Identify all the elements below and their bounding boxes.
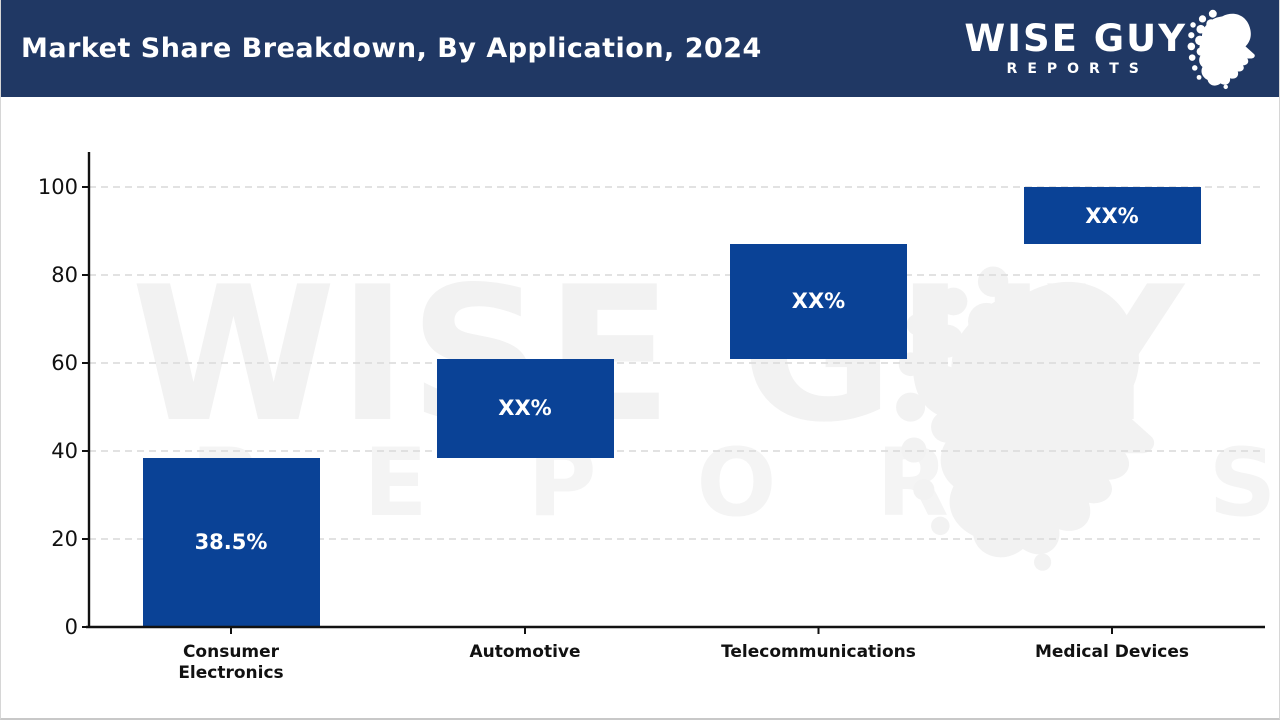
bar-value-label: XX% (1085, 203, 1139, 228)
gridlines (89, 186, 1265, 540)
y-tick-label: 80 (51, 263, 78, 287)
bar-segment: XX% (436, 358, 614, 458)
bar-segment: 38.5% (142, 457, 320, 627)
axis-labels: 0 20 40 60 80 100 Consumer Electronics Automoti… (1, 97, 1279, 718)
y-tick-label: 40 (51, 439, 78, 463)
bars-container: 38.5% XX% XX% XX% (1, 97, 1279, 718)
page-title: Market Share Breakdown, By Application, … (21, 33, 762, 64)
y-tick-label: 0 (64, 615, 78, 639)
logo-wordmark: WISE GUY (964, 17, 1187, 60)
x-tick-label: Automotive (469, 642, 581, 662)
watermark-subtext: REPORTS (191, 429, 1280, 538)
x-tick-label: Telecommunications (721, 642, 916, 662)
bar-segment: XX% (1023, 187, 1201, 245)
logo-head-icon (1187, 9, 1255, 89)
y-tick-label: 20 (51, 527, 78, 551)
bar-value-label: XX% (791, 289, 846, 314)
header-bar: Market Share Breakdown, By Application, … (1, 0, 1279, 97)
watermark: WISE GUY REPORTS (1, 97, 1280, 718)
bar-segment: XX% (730, 244, 907, 359)
axes (82, 152, 1265, 634)
watermark-wordmark: WISE GUY (131, 246, 1186, 463)
y-tick-label: 100 (37, 175, 78, 199)
x-tick-label: Consumer Electronics (178, 642, 284, 684)
x-tick-label: Medical Devices (1034, 642, 1189, 662)
y-tick-label: 60 (51, 351, 78, 375)
logo-subtext: REPORTS (1006, 61, 1149, 77)
bar-value-label: 38.5% (194, 530, 268, 555)
watermark-head-icon (896, 266, 1155, 571)
wise-guy-logo: WISE GUY REPORTS (964, 5, 1267, 93)
chart-area: WISE GUY REPORTS 38.5% XX% XX% XX% 0 20 40 60 8… (1, 97, 1280, 718)
bar-value-label: XX% (498, 396, 552, 421)
logo-text-block: WISE GUY REPORTS (964, 20, 1187, 77)
